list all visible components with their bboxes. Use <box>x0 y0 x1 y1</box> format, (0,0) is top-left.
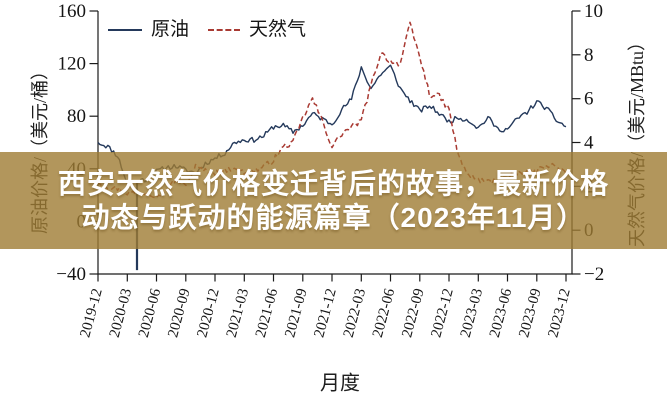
x-tick-label: 2023-03 <box>458 287 486 339</box>
y-tick-label-right: 10 <box>584 1 603 22</box>
x-tick-label: 2021-12 <box>311 287 339 339</box>
x-tick-label: 2020-09 <box>165 287 193 339</box>
x-tick-label: 2020-12 <box>194 287 222 339</box>
x-tick-label: 2023-09 <box>516 287 544 339</box>
x-tick-label: 2022-12 <box>428 287 456 339</box>
gas-line-swatch <box>208 29 241 31</box>
x-axis-label: 月度 <box>320 372 360 395</box>
x-tick-label: 2020-03 <box>107 287 135 339</box>
legend-label-oil: 原油 <box>151 19 190 40</box>
y-tick-label-left: 160 <box>58 1 87 22</box>
oil-line-swatch <box>108 29 142 31</box>
x-tick-label: 2020-06 <box>136 286 165 339</box>
x-tick-label: 2019-12 <box>77 287 105 339</box>
chart-legend: 原油 天然气 <box>108 20 306 40</box>
y-tick-label-left: −40 <box>56 264 86 285</box>
y-tick-label-right: 6 <box>584 89 594 110</box>
banner-title-line1: 西安天然气价格变迁背后的故事，最新价格 <box>57 167 609 199</box>
x-tick-label: 2023-06 <box>487 286 516 339</box>
x-tick-label: 2021-09 <box>282 287 310 339</box>
x-tick-label: 2023-12 <box>545 287 573 339</box>
x-tick-label: 2022-09 <box>399 287 427 339</box>
y-tick-label-right: 8 <box>584 45 594 66</box>
x-tick-label: 2022-03 <box>341 287 369 339</box>
banner-title-line2: 动态与跃动的能源篇章（2023年11月） <box>81 201 586 233</box>
x-tick-label: 2022-06 <box>370 286 399 339</box>
title-banner: 西安天然气价格变迁背后的故事，最新价格 动态与跃动的能源篇章（2023年11月） <box>0 152 667 249</box>
y-tick-label-right: 4 <box>584 133 594 154</box>
y-tick-label-left: 80 <box>67 106 86 127</box>
x-tick-label: 2021-03 <box>224 287 252 339</box>
legend-label-gas: 天然气 <box>249 19 307 40</box>
y-tick-label-left: 120 <box>58 54 87 75</box>
x-tick-label: 2021-06 <box>253 286 282 339</box>
y-tick-label-right: −2 <box>584 264 604 285</box>
